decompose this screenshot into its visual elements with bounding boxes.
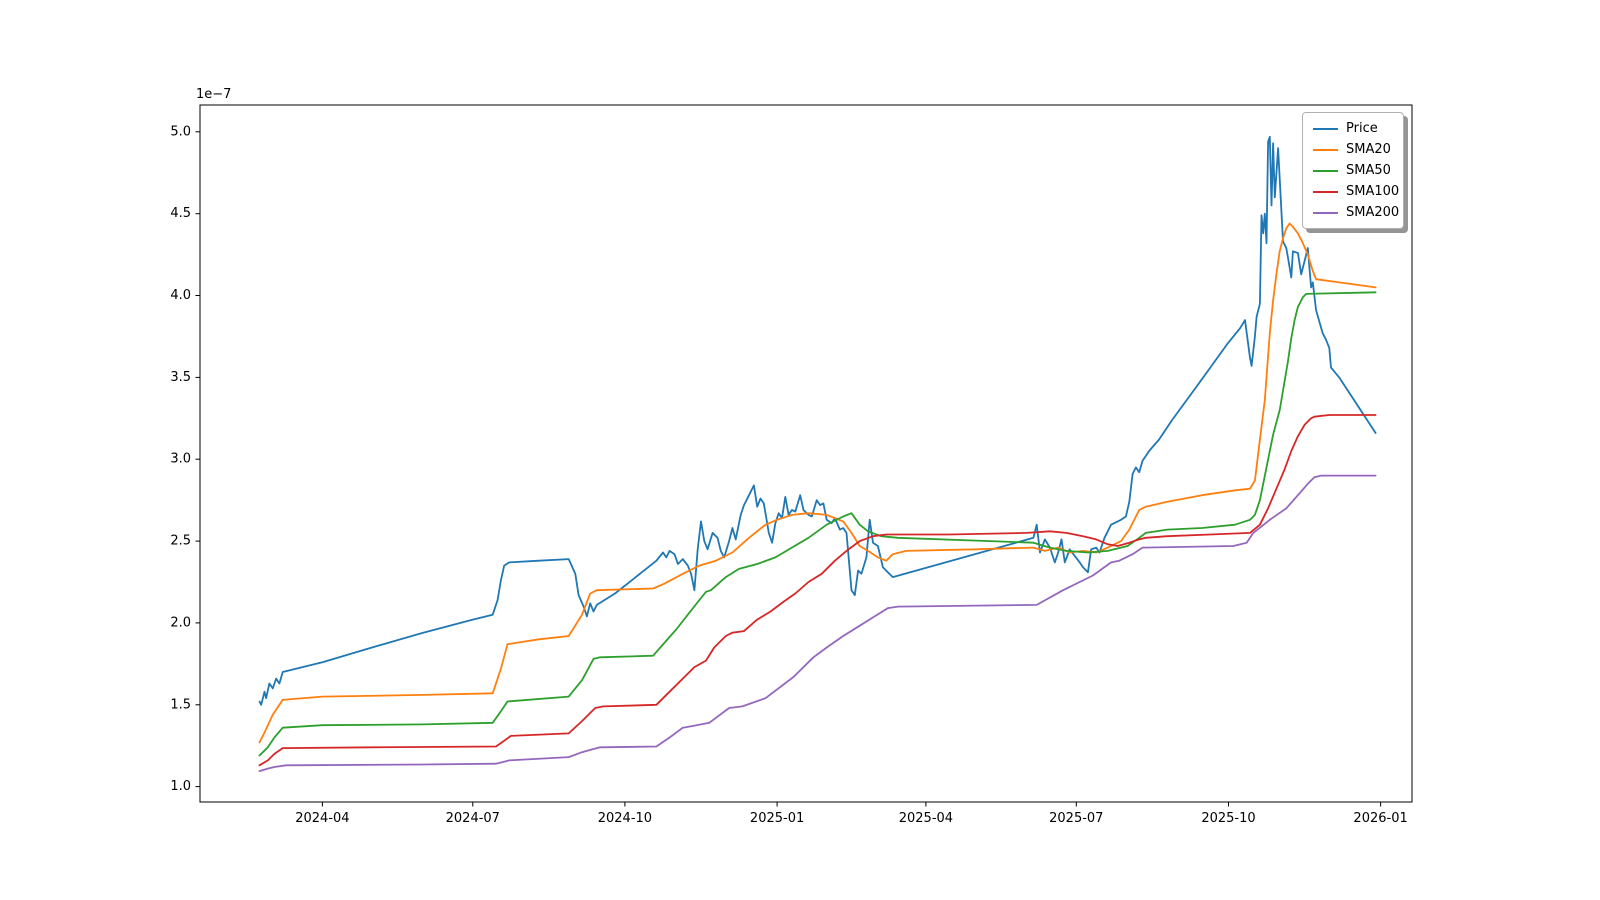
- legend-label-sma50: SMA50: [1346, 163, 1391, 178]
- legend-item-sma100: SMA100: [1303, 181, 1403, 202]
- y-tick-label: 1.5: [170, 697, 191, 712]
- legend-item-sma50: SMA50: [1303, 160, 1403, 181]
- sma50-line: [258, 291, 1377, 757]
- legend-label-sma20: SMA20: [1346, 142, 1391, 157]
- price-line-swatch: [1313, 127, 1338, 130]
- y-tick-label: 2.5: [170, 534, 191, 549]
- legend-label-sma100: SMA100: [1346, 184, 1400, 199]
- y-tick-label: 5.0: [170, 124, 191, 139]
- y-tick-label: 4.0: [170, 288, 191, 303]
- legend-label-price: Price: [1346, 121, 1378, 136]
- x-tick-label: 2024-07: [446, 811, 500, 826]
- y-tick-label: 4.5: [170, 206, 191, 221]
- y-tick-label: 2.0: [170, 615, 191, 630]
- legend-item-sma20: SMA20: [1303, 139, 1403, 160]
- x-tick-label: 2025-07: [1049, 811, 1103, 826]
- x-tick-label: 2024-04: [295, 811, 349, 826]
- sma20-line: [258, 222, 1377, 744]
- y-tick-label: 1.0: [170, 779, 191, 794]
- x-tick-label: 2025-01: [750, 811, 804, 826]
- x-tick-label: 2025-10: [1201, 811, 1255, 826]
- sma200-line: [258, 474, 1377, 772]
- legend: Price SMA20 SMA50 SMA100 SMA200: [1302, 112, 1404, 229]
- plot-frame: [199, 104, 1413, 803]
- y-axis-offset-label: 1e−7: [196, 87, 232, 102]
- sma100-line: [258, 414, 1377, 767]
- sma200-line-swatch: [1313, 211, 1338, 214]
- sma100-line-swatch: [1313, 190, 1338, 193]
- x-tick-label: 2025-04: [899, 811, 953, 826]
- x-tick-label: 2026-01: [1353, 811, 1407, 826]
- sma50-line-swatch: [1313, 169, 1338, 172]
- y-tick-label: 3.5: [170, 370, 191, 385]
- legend-item-price: Price: [1303, 118, 1403, 139]
- legend-item-sma200: SMA200: [1303, 202, 1403, 223]
- legend-label-sma200: SMA200: [1346, 205, 1400, 220]
- y-tick-label: 3.0: [170, 452, 191, 467]
- sma20-line-swatch: [1313, 148, 1338, 151]
- x-tick-label: 2024-10: [598, 811, 652, 826]
- price-line: [258, 135, 1377, 706]
